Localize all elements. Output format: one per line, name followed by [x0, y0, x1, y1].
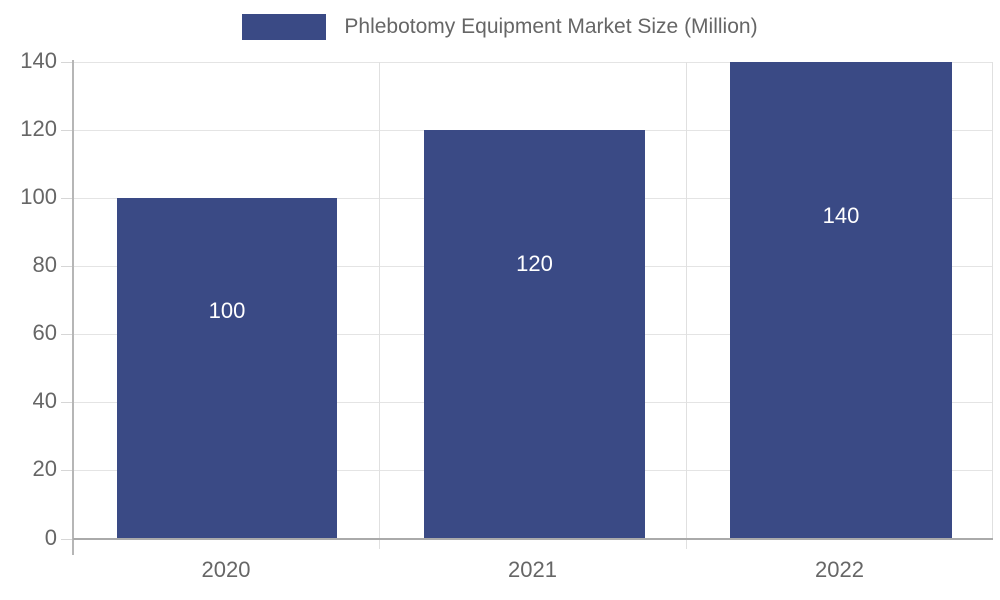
y-axis: 140 120 100 80 60 40 20 0 [0, 0, 73, 600]
y-tick-mark [61, 129, 73, 131]
plot-border-right [992, 62, 993, 539]
bar-value-label: 120 [516, 251, 553, 277]
bar-value-label: 140 [822, 203, 860, 228]
x-axis-line [73, 538, 993, 540]
bar-2020[interactable]: 100 [117, 198, 337, 539]
gridline-horizontal [73, 62, 993, 63]
legend-color-swatch [242, 14, 327, 40]
bar-value-label: 100 [208, 298, 246, 324]
y-axis-line [72, 60, 74, 555]
y-tick-mark [61, 265, 73, 267]
x-axis-tick-2022: 2022 [815, 557, 864, 582]
legend-item[interactable]: Phlebotomy Equipment Market Size (Millio… [242, 14, 758, 40]
x-axis-tick-2020: 2020 [201, 557, 251, 582]
gridline-vertical [686, 62, 687, 549]
bar-2021[interactable]: 120 [424, 130, 645, 539]
gridline-vertical [379, 62, 380, 549]
y-tick-mark [61, 469, 73, 471]
x-axis-tick-2021: 2021 [508, 557, 557, 582]
y-tick-mark [61, 538, 73, 540]
legend-item-label: Phlebotomy Equipment Market Size (Millio… [344, 15, 758, 38]
y-tick-mark [61, 333, 73, 335]
plot-area: 100 120 140 [73, 62, 993, 549]
bar-2022[interactable]: 140 [730, 62, 952, 539]
y-tick-mark [61, 61, 73, 63]
y-tick-mark [61, 401, 73, 403]
y-tick-mark [61, 197, 73, 199]
chart-legend: Phlebotomy Equipment Market Size (Millio… [0, 14, 1000, 40]
